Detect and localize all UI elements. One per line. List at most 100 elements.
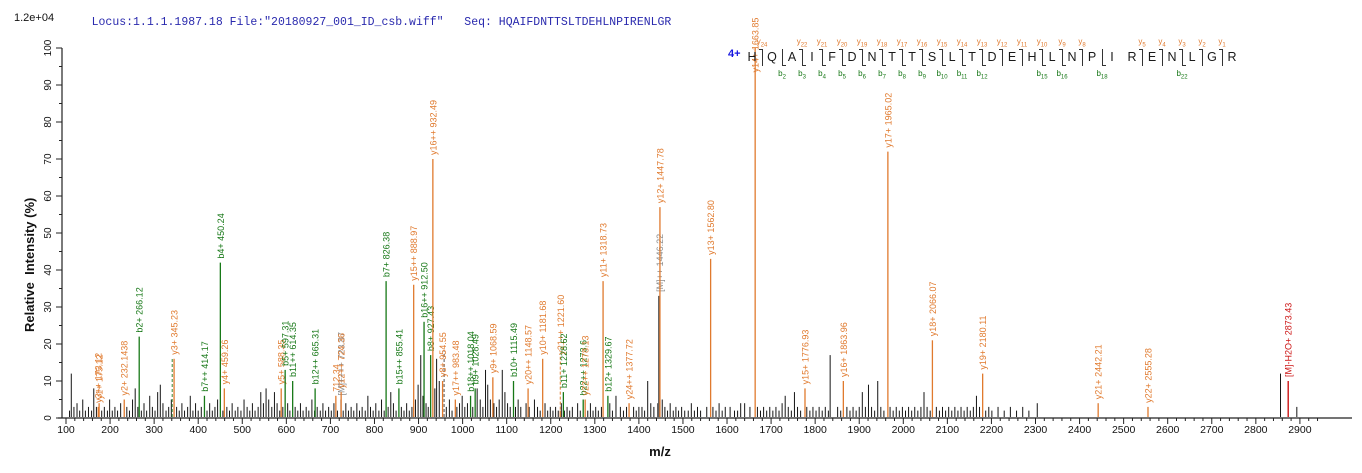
y-ion-label: y10: [1036, 37, 1048, 49]
residue-cell: Q: [766, 36, 779, 94]
residue-cell: G: [1206, 36, 1219, 94]
peak-label: b5+ 597.31: [281, 321, 291, 366]
peak-label: y16+ 1863.96: [839, 322, 849, 377]
y-tick-label: 50: [43, 227, 54, 239]
fragment-boundary-mark: [781, 49, 786, 66]
fragment-boundary-mark: [1018, 49, 1023, 66]
peak-label: b12++ 665.31: [311, 329, 321, 385]
x-tick-label: 1500: [671, 424, 695, 436]
residue-letter: E: [1007, 50, 1017, 64]
y-tick-label: 40: [43, 264, 54, 276]
fragment-boundary: y13 b12: [976, 36, 988, 94]
residue-letter: T: [888, 50, 896, 64]
peak-label: y15+ 1776.93: [800, 330, 810, 385]
residue-letter: L: [1048, 50, 1056, 64]
peak-label: y20++ 1148.57: [524, 325, 534, 384]
peak-label: [M]-H2O+ 2873.43: [1284, 303, 1294, 377]
x-tick-label: 1300: [583, 424, 607, 436]
fragment-boundary: b2: [778, 36, 786, 94]
b-ion-label: b22: [1176, 69, 1188, 81]
peak-label: b7+ 826.38: [382, 232, 392, 277]
fragment-boundary: y10 b15: [1036, 36, 1048, 94]
fragment-boundary: y1: [1218, 36, 1226, 94]
residue-cell: N: [1166, 36, 1179, 94]
fragment-boundary: y18 b7: [877, 36, 888, 94]
b-ion-label: b2: [778, 69, 786, 81]
peak-label: y1+ 175.12: [95, 354, 105, 399]
residue-letter: R: [1227, 50, 1237, 64]
y-ion-label: y22: [796, 37, 808, 49]
b-ion-label: b12: [976, 69, 988, 81]
y-ion-label: y3: [1178, 37, 1186, 49]
fragment-boundary: y24: [757, 36, 767, 94]
peak-label: y16++ 932.49: [428, 100, 438, 155]
peak-label: y21++ 1221.60: [556, 295, 566, 355]
peak-label: y15++ 888.97: [409, 226, 419, 281]
residue-cell: D: [986, 36, 999, 94]
fragment-boundary-mark: [918, 49, 926, 66]
b-ion-label: b3: [798, 69, 806, 81]
peak-label: b11+ 1228.62: [559, 333, 569, 388]
peak-label: y5+ 588.35: [277, 340, 287, 385]
fragment-boundary-mark: [978, 49, 986, 66]
y-tick-label: 90: [43, 79, 54, 91]
y-ion-label: y11: [1016, 37, 1028, 49]
residue-letter: A: [787, 50, 797, 64]
residue-letter: I: [810, 50, 814, 64]
peak-label: y22+ 2555.28: [1143, 348, 1153, 403]
peak-label: y9+ 1068.59: [488, 324, 498, 374]
b-ion-label: b6: [858, 69, 866, 81]
x-tick-label: 300: [145, 424, 163, 436]
x-tick-label: 400: [189, 424, 207, 436]
x-tick-label: 1100: [495, 424, 518, 436]
x-tick-label: 500: [234, 424, 252, 436]
residue-cell: L: [1186, 36, 1199, 94]
x-tick-label: 2400: [1068, 424, 1092, 436]
x-tick-label: 2700: [1200, 424, 1224, 436]
fragment-boundary-mark: [758, 49, 763, 66]
residue-letter: E: [1147, 50, 1157, 64]
peak-label: b9+ 1028.49: [471, 334, 481, 384]
residue-cell: T: [886, 36, 899, 94]
peak-label: b10+ 1115.49: [509, 323, 519, 377]
peak-label: y8+ 954.55: [438, 332, 448, 377]
b-ion-label: b9: [918, 69, 926, 81]
residue-cell: L: [946, 36, 959, 94]
x-tick-label: 700: [322, 424, 340, 436]
peak-label: y24++ 1377.72: [625, 339, 635, 399]
fragment-boundary: y20 b5: [837, 36, 848, 94]
peak-label: y12++ 724.36: [337, 333, 347, 388]
x-tick-label: 1200: [539, 424, 563, 436]
b-ion-label: b10: [936, 69, 948, 81]
y-ion-label: y17: [896, 37, 908, 49]
residue-cell: T: [966, 36, 979, 94]
residue-cell: D: [846, 36, 859, 94]
peak-label: b15++ 855.41: [394, 329, 404, 385]
fragment-boundary-mark: [1178, 49, 1186, 66]
peak-label: y10+ 1181.68: [538, 301, 548, 355]
x-tick-label: 100: [57, 424, 75, 436]
fragment-boundary-mark: [1198, 49, 1203, 66]
fragment-boundary: y2: [1198, 36, 1206, 94]
residue-letter: T: [908, 50, 916, 64]
fragment-boundary: y21 b4: [817, 36, 828, 94]
residue-letter: D: [987, 50, 997, 64]
fragment-boundary-mark: [1038, 49, 1046, 66]
peak-label: b16++ 912.50: [420, 262, 430, 318]
y-ion-label: y14: [956, 37, 968, 49]
y-ion-label: y2: [1198, 37, 1206, 49]
residue-letter: L: [1188, 50, 1196, 64]
peak-label: y21+ 2442.21: [1094, 344, 1104, 399]
residue-cell: I: [806, 36, 819, 94]
x-tick-label: 1900: [848, 424, 872, 436]
residue-cell: S: [926, 36, 939, 94]
x-tick-label: 1700: [759, 424, 783, 436]
y-ion-label: y5: [1138, 37, 1146, 49]
fragment-boundary-mark: [1078, 49, 1083, 66]
x-tick-label: 2600: [1156, 424, 1180, 436]
y-ion-label: y12: [996, 37, 1008, 49]
x-tick-label: 200: [101, 424, 119, 436]
